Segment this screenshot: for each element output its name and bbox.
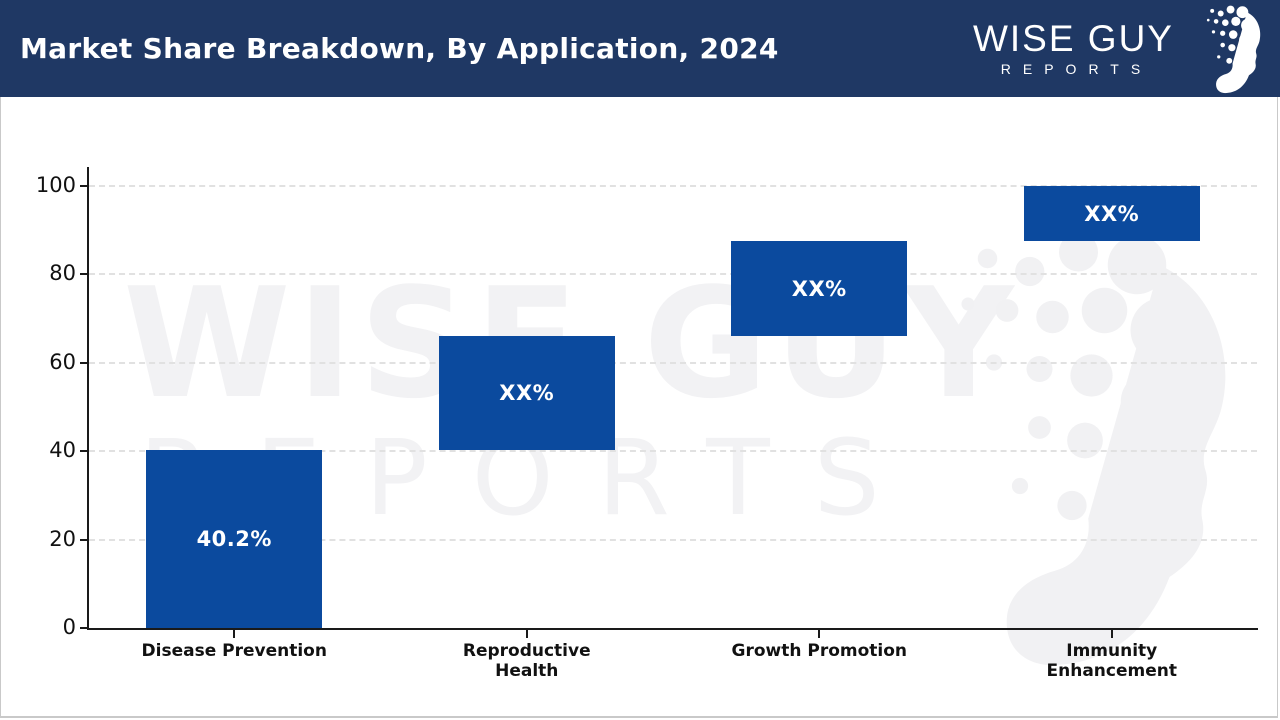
chart-card: WISE GUY REPORTS xyxy=(0,97,1278,718)
logo-subtitle: REPORTS xyxy=(1000,60,1153,77)
page-title: Market Share Breakdown, By Application, … xyxy=(20,32,779,65)
logo-text: WISE GUY REPORTS xyxy=(972,18,1174,77)
watermark-layer: WISE GUY REPORTS xyxy=(1,97,1277,716)
wise-guy-reports-logo: WISE GUY REPORTS xyxy=(973,0,1280,97)
watermark-subtitle: REPORTS xyxy=(139,417,924,539)
header-banner: Market Share Breakdown, By Application, … xyxy=(0,0,1280,97)
watermark-wordmark: WISE GUY xyxy=(123,255,1020,432)
logo-wordmark: WISE GUY xyxy=(972,18,1174,60)
dotted-head-icon xyxy=(1206,5,1261,93)
watermark-dotted-head xyxy=(961,232,1226,666)
